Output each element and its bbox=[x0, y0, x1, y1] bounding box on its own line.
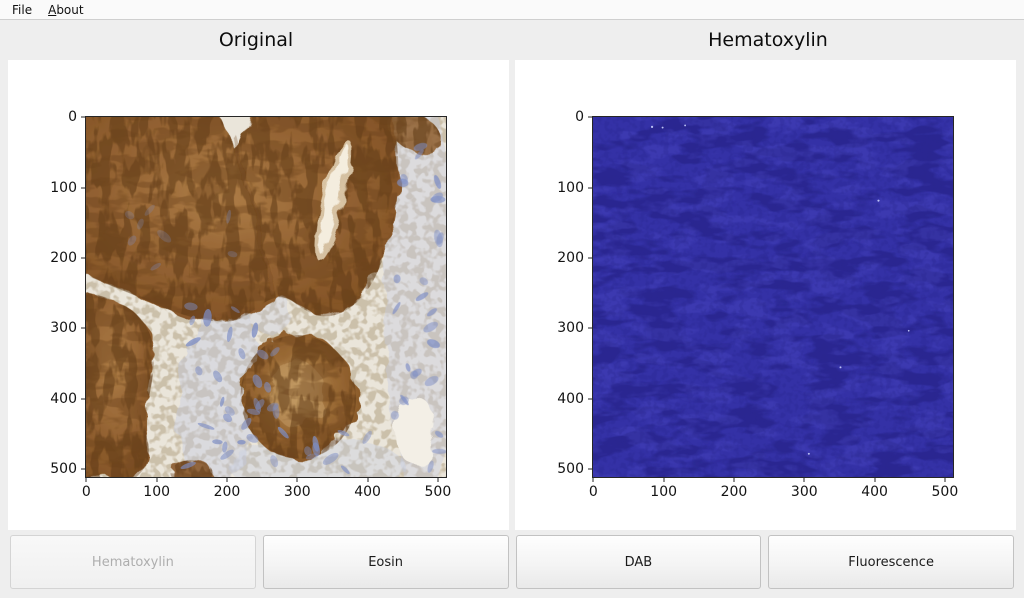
menubar: File About bbox=[0, 0, 1024, 20]
tick-label: 0 bbox=[588, 484, 598, 500]
menu-about[interactable]: About bbox=[48, 2, 84, 17]
tick-mark bbox=[81, 327, 85, 329]
tick-mark bbox=[588, 187, 592, 189]
tick-mark bbox=[588, 257, 592, 259]
tick-label: 100 bbox=[143, 484, 171, 500]
fluorescence-button[interactable]: Fluorescence bbox=[768, 535, 1014, 589]
tick-label: 0 bbox=[81, 484, 91, 500]
hematoxylin-channel-image bbox=[593, 117, 953, 477]
tick-label: 200 bbox=[720, 484, 748, 500]
tick-label: 100 bbox=[650, 484, 678, 500]
tick-label: 500 bbox=[50, 460, 77, 477]
menu-file[interactable]: File bbox=[12, 2, 33, 17]
figure-canvases-row: 0 100 200 300 400 500 0 100 200 300 400 500 bbox=[0, 60, 1024, 530]
tick-label: 300 bbox=[557, 320, 584, 337]
tick-label: 200 bbox=[213, 484, 241, 500]
tick-mark bbox=[663, 478, 665, 482]
tick-label: 400 bbox=[557, 390, 584, 407]
tick-mark bbox=[85, 478, 87, 482]
tick-label: 200 bbox=[557, 249, 584, 266]
tick-label: 300 bbox=[790, 484, 818, 500]
tick-mark bbox=[588, 468, 592, 470]
tick-mark bbox=[733, 478, 735, 482]
tick-mark bbox=[367, 478, 369, 482]
tick-label: 400 bbox=[861, 484, 888, 500]
figure-canvas-original: 0 100 200 300 400 500 0 100 200 300 400 500 bbox=[8, 60, 509, 530]
tick-mark bbox=[226, 478, 228, 482]
tick-label: 0 bbox=[68, 109, 77, 126]
plot-original: 0 100 200 300 400 500 0 100 200 300 400 500 bbox=[50, 110, 451, 499]
stain-buttons-row: Hematoxylin Eosin DAB Fluorescence bbox=[0, 535, 1024, 589]
tick-mark bbox=[874, 478, 876, 482]
tick-mark bbox=[588, 398, 592, 400]
tick-label: 500 bbox=[931, 484, 959, 500]
tick-mark bbox=[156, 478, 158, 482]
tick-mark bbox=[81, 116, 85, 118]
tick-label: 300 bbox=[283, 484, 311, 500]
tick-mark bbox=[592, 478, 594, 482]
tick-label: 400 bbox=[354, 484, 381, 500]
panel-title-original: Original bbox=[218, 29, 294, 51]
tick-label: 0 bbox=[575, 109, 584, 126]
tick-mark bbox=[944, 478, 946, 482]
tick-mark bbox=[296, 478, 298, 482]
dab-button[interactable]: DAB bbox=[515, 535, 762, 589]
eosin-button[interactable]: Eosin bbox=[262, 535, 509, 589]
tick-label: 100 bbox=[50, 179, 77, 196]
tick-mark bbox=[437, 478, 439, 482]
tick-mark bbox=[81, 468, 85, 470]
tick-label: 500 bbox=[557, 460, 584, 477]
tick-mark bbox=[588, 327, 592, 329]
original-histology-image bbox=[86, 117, 446, 477]
tick-label: 500 bbox=[424, 484, 452, 500]
tick-mark bbox=[803, 478, 805, 482]
plot-hematoxylin: 0 100 200 300 400 500 0 100 200 300 400 500 bbox=[557, 110, 958, 499]
tick-label: 200 bbox=[50, 249, 77, 266]
panel-title-hematoxylin: Hematoxylin bbox=[708, 29, 828, 51]
tick-mark bbox=[588, 116, 592, 118]
tick-label: 100 bbox=[557, 179, 584, 196]
tick-mark bbox=[81, 257, 85, 259]
figure-canvas-hematoxylin: 0 100 200 300 400 500 0 100 200 300 400 500 bbox=[515, 60, 1016, 530]
tick-mark bbox=[81, 187, 85, 189]
hematoxylin-button[interactable]: Hematoxylin bbox=[10, 535, 256, 589]
panel-titles-row: Original Hematoxylin bbox=[0, 20, 1024, 60]
tick-label: 300 bbox=[50, 320, 77, 337]
tick-label: 400 bbox=[50, 390, 77, 407]
tick-mark bbox=[81, 398, 85, 400]
